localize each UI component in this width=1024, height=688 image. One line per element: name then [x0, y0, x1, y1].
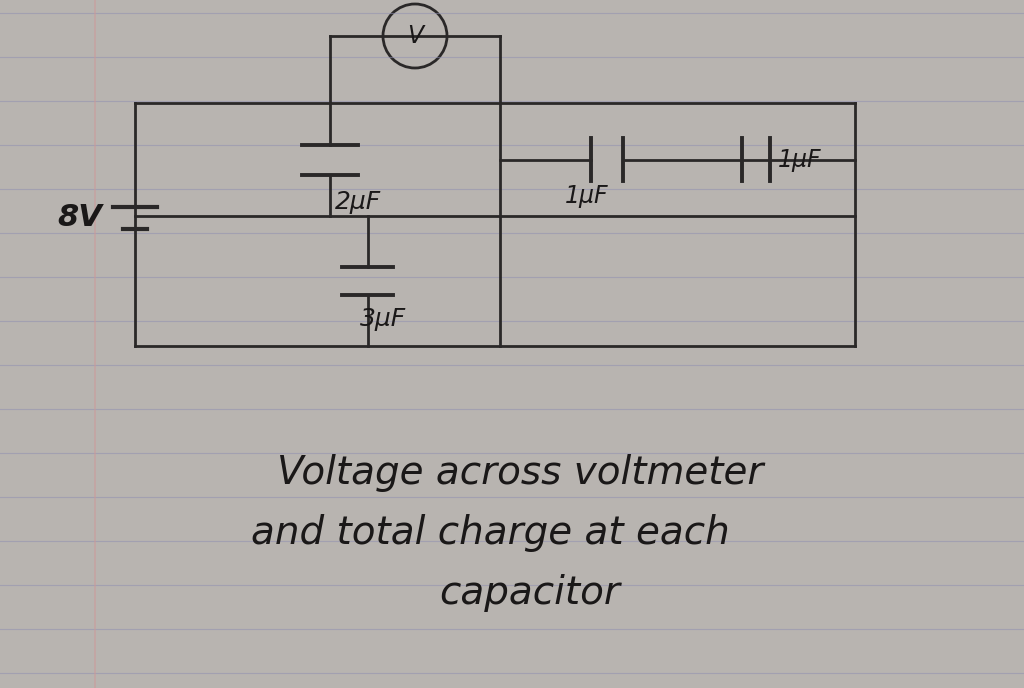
Text: capacitor: capacitor	[439, 574, 621, 612]
Text: 3μF: 3μF	[359, 307, 406, 331]
Text: Voltage across voltmeter: Voltage across voltmeter	[276, 454, 763, 492]
Text: 1μF: 1μF	[777, 147, 821, 171]
Text: 1μF: 1μF	[564, 184, 608, 208]
Text: 2μF: 2μF	[335, 189, 381, 213]
Text: 8V: 8V	[57, 203, 102, 232]
Text: and total charge at each: and total charge at each	[251, 514, 729, 552]
Text: V: V	[407, 24, 423, 48]
